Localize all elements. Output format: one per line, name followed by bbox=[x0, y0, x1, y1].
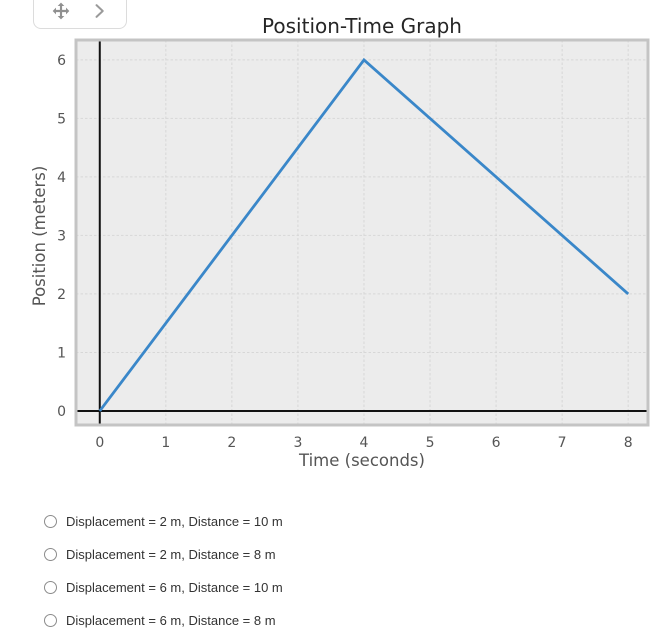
radio-button[interactable] bbox=[44, 614, 57, 627]
answer-options: Displacement = 2 m, Distance = 10 m Displ… bbox=[44, 515, 283, 642]
radio-button[interactable] bbox=[44, 581, 57, 594]
answer-option[interactable]: Displacement = 6 m, Distance = 10 m bbox=[44, 581, 283, 594]
pan-tool-button[interactable] bbox=[49, 0, 73, 23]
position-time-chart: 0 1 2 3 4 5 6 7 8 0 1 2 3 4 5 6 Position-Time Graph Tim… bbox=[30, 14, 650, 470]
y-axis-label: Position (meters) bbox=[30, 166, 49, 307]
move-icon bbox=[52, 2, 69, 20]
x-axis-label: Time (seconds) bbox=[298, 451, 425, 470]
option-label: Displacement = 6 m, Distance = 8 m bbox=[66, 613, 276, 628]
answer-option[interactable]: Displacement = 2 m, Distance = 10 m bbox=[44, 515, 283, 528]
x-tick-label: 3 bbox=[293, 435, 302, 451]
chevron-right-icon bbox=[95, 4, 105, 18]
plot-frame bbox=[74, 38, 650, 427]
y-tick-label: 4 bbox=[57, 170, 66, 186]
y-tick-label: 6 bbox=[57, 53, 66, 69]
x-tick-label: 1 bbox=[161, 435, 170, 451]
x-tick-label: 2 bbox=[227, 435, 236, 451]
y-tick-label: 1 bbox=[57, 345, 66, 361]
y-tick-label: 3 bbox=[57, 228, 66, 244]
radio-button[interactable] bbox=[44, 548, 57, 561]
option-label: Displacement = 6 m, Distance = 10 m bbox=[66, 580, 283, 595]
answer-option[interactable]: Displacement = 2 m, Distance = 8 m bbox=[44, 548, 283, 561]
chart-title: Position-Time Graph bbox=[262, 14, 462, 38]
y-tick-label: 5 bbox=[57, 111, 66, 127]
position-line bbox=[98, 57, 630, 412]
x-tick-label: 6 bbox=[492, 435, 501, 451]
plot-area bbox=[76, 40, 648, 425]
y-tick-label: 2 bbox=[57, 287, 66, 303]
forward-button[interactable] bbox=[87, 0, 111, 23]
x-tick-label: 8 bbox=[624, 435, 633, 451]
y-tick-label: 0 bbox=[57, 404, 66, 420]
x-tick-label: 0 bbox=[95, 435, 104, 451]
option-label: Displacement = 2 m, Distance = 10 m bbox=[66, 514, 283, 529]
answer-option[interactable]: Displacement = 6 m, Distance = 8 m bbox=[44, 614, 283, 627]
x-tick-label: 5 bbox=[426, 435, 435, 451]
option-label: Displacement = 2 m, Distance = 8 m bbox=[66, 547, 276, 562]
radio-button[interactable] bbox=[44, 515, 57, 528]
x-tick-label: 4 bbox=[360, 435, 369, 451]
plot-toolbar bbox=[33, 0, 127, 29]
x-tick-label: 7 bbox=[558, 435, 567, 451]
